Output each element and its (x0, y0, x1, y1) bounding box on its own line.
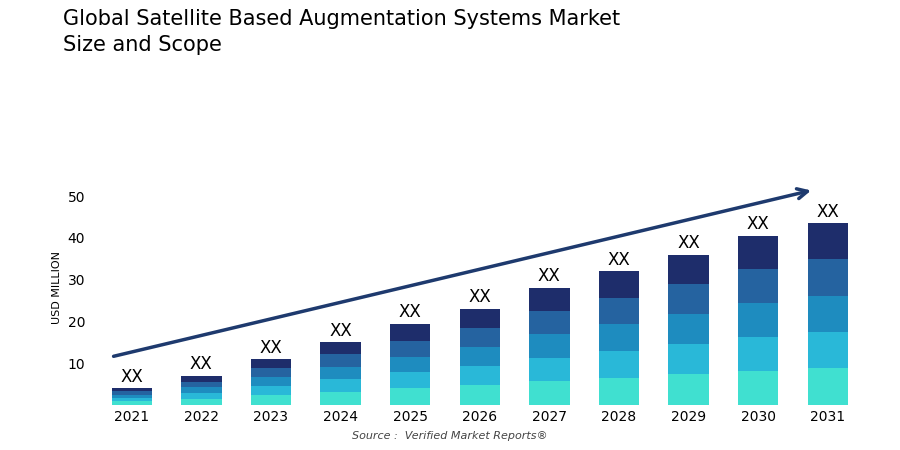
Bar (181, 376, 221, 382)
Text: XX: XX (677, 234, 700, 252)
Bar (320, 367, 361, 379)
Text: XX: XX (259, 338, 283, 356)
Bar (738, 269, 778, 303)
Text: Global Satellite Based Augmentation Systems Market
Size and Scope: Global Satellite Based Augmentation Syst… (63, 9, 620, 55)
Bar (181, 382, 221, 387)
Text: XX: XX (468, 288, 491, 306)
Bar (529, 381, 570, 405)
Bar (529, 311, 570, 334)
Bar (181, 399, 221, 405)
Text: XX: XX (816, 202, 839, 221)
Bar (390, 388, 430, 405)
Bar (598, 378, 639, 405)
Bar (251, 368, 291, 377)
Text: XX: XX (121, 368, 143, 386)
Bar (112, 395, 152, 398)
Bar (669, 315, 708, 344)
Bar (598, 271, 639, 297)
Bar (390, 324, 430, 341)
Bar (112, 388, 152, 391)
Text: XX: XX (747, 215, 770, 233)
Bar (390, 373, 430, 388)
Bar (669, 284, 708, 315)
Bar (460, 328, 500, 347)
Y-axis label: USD MILLION: USD MILLION (52, 252, 62, 324)
Bar (738, 337, 778, 371)
Bar (460, 309, 500, 328)
Bar (529, 288, 570, 311)
Bar (251, 359, 291, 368)
Bar (251, 396, 291, 405)
Bar (669, 255, 708, 284)
Bar (251, 377, 291, 386)
Bar (807, 223, 848, 259)
Bar (112, 391, 152, 395)
Text: XX: XX (399, 303, 421, 321)
Bar (181, 387, 221, 393)
Bar (598, 324, 639, 351)
Bar (807, 368, 848, 405)
Bar (807, 296, 848, 332)
Bar (738, 236, 778, 269)
Text: XX: XX (538, 267, 561, 285)
Text: XX: XX (190, 355, 212, 373)
Bar (112, 401, 152, 405)
Text: XX: XX (329, 322, 352, 340)
Bar (529, 334, 570, 358)
Bar (390, 356, 430, 373)
Bar (390, 341, 430, 356)
Bar (181, 393, 221, 399)
Bar (320, 355, 361, 367)
Text: Source :  Verified Market Reports®: Source : Verified Market Reports® (352, 431, 548, 441)
Bar (460, 366, 500, 385)
Text: XX: XX (608, 251, 630, 269)
Bar (251, 386, 291, 396)
Bar (598, 297, 639, 324)
Bar (112, 398, 152, 401)
Bar (669, 374, 708, 405)
Bar (460, 347, 500, 366)
Bar (320, 392, 361, 405)
Bar (460, 385, 500, 405)
Bar (807, 259, 848, 296)
Bar (598, 351, 639, 378)
Bar (529, 358, 570, 381)
Bar (738, 371, 778, 405)
Bar (669, 344, 708, 374)
Bar (807, 332, 848, 368)
Bar (320, 342, 361, 355)
Bar (320, 379, 361, 392)
Bar (738, 303, 778, 337)
